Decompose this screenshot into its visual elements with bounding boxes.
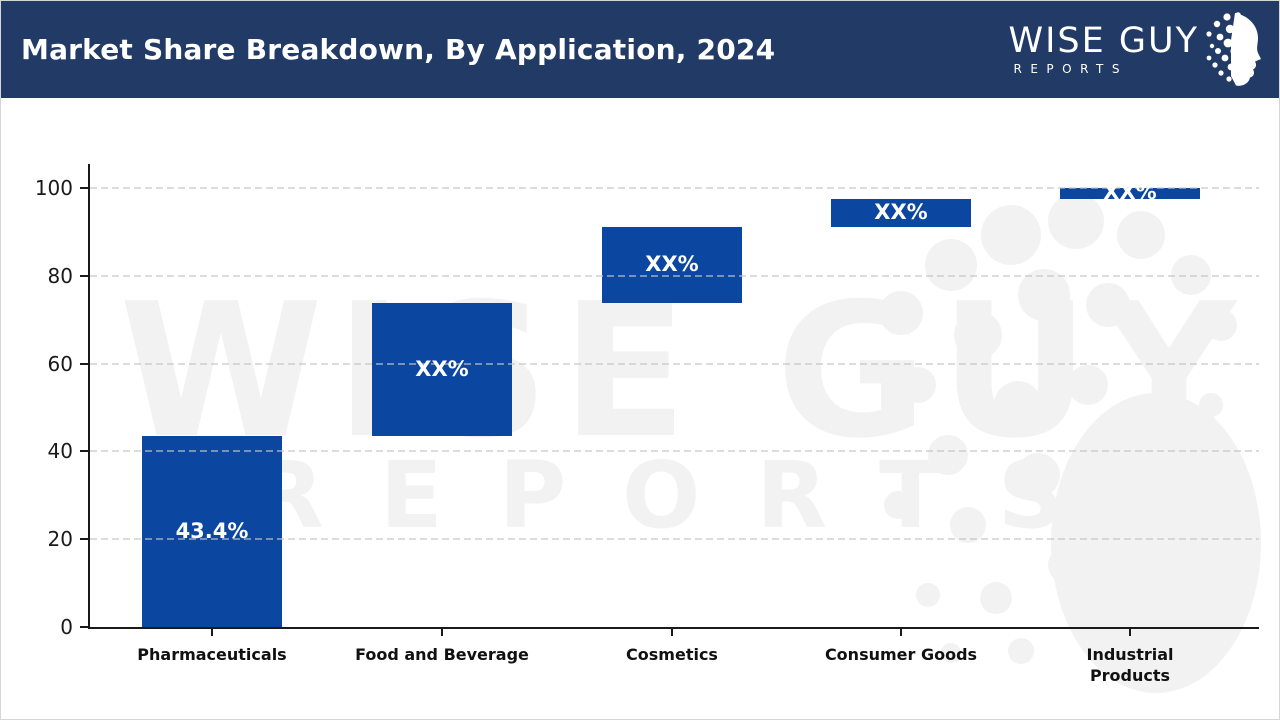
- bar-label-pharmaceuticals: 43.4%: [175, 518, 249, 543]
- y-axis-line: [88, 164, 90, 629]
- bar-label-industrial-products: XX%: [1103, 180, 1157, 205]
- y-tick-label-40: 40: [47, 439, 73, 464]
- bar-food-and-beverage: [372, 303, 512, 437]
- x-label-cosmetics: Cosmetics: [626, 645, 718, 664]
- brand-logo-text: WISE GUY REPORTS: [1008, 20, 1199, 76]
- y-tick-20: [80, 538, 89, 541]
- bar-label-food-and-beverage: XX%: [415, 356, 469, 381]
- brand-tagline: REPORTS: [1013, 61, 1128, 76]
- x-tick-industrial-products: [1129, 629, 1131, 636]
- gridline-100: [90, 187, 1259, 189]
- chart-area: WISE GUY REPORTS 0 20 40 60 80 100 43.4% Pharma…: [1, 98, 1279, 719]
- y-tick-0: [80, 626, 89, 628]
- gridline-60: [90, 362, 1259, 365]
- page-title: Market Share Breakdown, By Application, …: [21, 33, 776, 66]
- watermark-reports-text: REPORTS: [253, 442, 1121, 549]
- y-tick-80: [80, 274, 89, 277]
- gridline-20: [90, 538, 1259, 541]
- header: Market Share Breakdown, By Application, …: [1, 1, 1279, 98]
- bar-industrial-products: [1060, 188, 1200, 199]
- gridline-80: [90, 274, 1259, 277]
- x-tick-consumer-goods: [900, 629, 902, 636]
- bar-pharmaceuticals: [142, 436, 282, 627]
- bar-label-consumer-goods: XX%: [874, 199, 928, 224]
- y-tick-label-60: 60: [47, 351, 73, 376]
- bar-cosmetics: [602, 226, 742, 303]
- brand-head-icon: [1206, 11, 1261, 86]
- brand-logo: WISE GUY REPORTS: [1008, 10, 1263, 90]
- x-tick-pharmaceuticals: [211, 629, 213, 636]
- x-axis-line: [88, 627, 1259, 629]
- x-label-food-and-beverage: Food and Beverage: [355, 645, 529, 664]
- y-tick-40: [80, 450, 89, 453]
- y-tick-label-100: 100: [34, 176, 73, 200]
- x-label-pharmaceuticals: Pharmaceuticals: [137, 645, 287, 664]
- y-tick-label-80: 80: [47, 263, 73, 288]
- brand-name: WISE GUY: [1008, 20, 1199, 61]
- watermark-head-icon: [879, 193, 1261, 693]
- bar-consumer-goods: [831, 198, 971, 227]
- y-tick-label-0: 0: [60, 615, 73, 639]
- x-label-consumer-goods: Consumer Goods: [824, 645, 978, 664]
- x-tick-food-and-beverage: [441, 629, 443, 636]
- y-tick-label-20: 20: [47, 527, 73, 552]
- plot: 0 20 40 60 80 100 43.4% Pharmaceuticals XX% Food …: [1, 98, 1279, 719]
- y-tick-100: [80, 187, 89, 189]
- gridline-40: [90, 450, 1259, 453]
- y-tick-60: [80, 362, 89, 365]
- x-tick-cosmetics: [671, 629, 673, 636]
- bar-label-cosmetics: XX%: [645, 251, 699, 276]
- x-label-industrial-products: Industrial Products: [1086, 645, 1174, 685]
